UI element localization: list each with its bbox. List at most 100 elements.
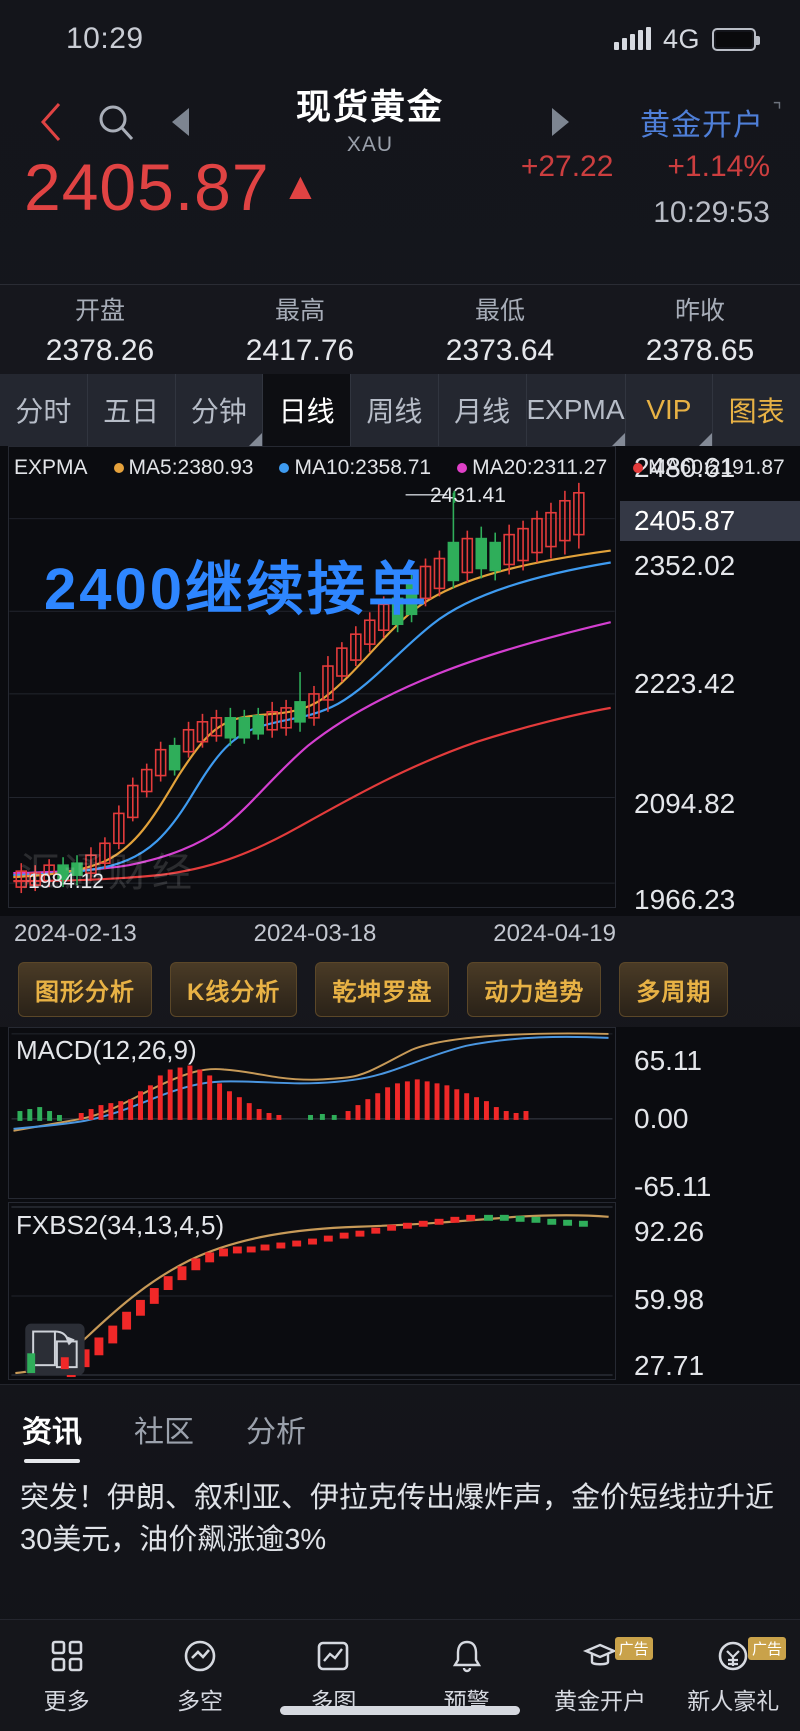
legend-dot bbox=[279, 463, 290, 473]
legend-dot bbox=[633, 463, 644, 473]
stats-row: 开盘 2378.26 最高 2417.76 最低 2373.64 昨收 2378… bbox=[0, 284, 800, 374]
tab-expma[interactable]: EXPMA bbox=[527, 374, 626, 446]
candlestick-plot[interactable] bbox=[8, 446, 616, 908]
analysis-button-compass[interactable]: 乾坤罗盘 bbox=[315, 962, 450, 1017]
nav-item-open-account[interactable]: 广告 黄金开户 bbox=[533, 1635, 666, 1716]
fxbs-y-tick-1: 59.98 bbox=[634, 1284, 705, 1315]
rotate-chart-icon bbox=[25, 1323, 85, 1376]
nav-label: 黄金开户 bbox=[553, 1688, 646, 1714]
x-tick-0: 2024-02-13 bbox=[14, 920, 137, 947]
nav-label: 更多 bbox=[43, 1688, 90, 1714]
news-tab-community[interactable]: 社区 bbox=[134, 1416, 194, 1449]
nav-item-more[interactable]: 更多 bbox=[0, 1635, 133, 1716]
symbol-name: 现货黄金 bbox=[295, 87, 444, 127]
search-icon[interactable] bbox=[80, 102, 152, 142]
current-price-tag: 2405.87 bbox=[620, 501, 800, 541]
prev-symbol-button[interactable] bbox=[152, 108, 208, 136]
page-title: 现货黄金 XAU bbox=[208, 90, 532, 155]
analysis-button-momentum[interactable]: 动力趋势 bbox=[467, 962, 602, 1017]
tab-label: 分钟 bbox=[190, 396, 247, 427]
back-chevron-icon[interactable] bbox=[22, 100, 80, 144]
y-tick-2: 2352.02 bbox=[634, 550, 736, 581]
coin-icon bbox=[667, 1635, 800, 1677]
x-tick-1: 2024-03-18 bbox=[253, 920, 377, 947]
price-change: +27.22 bbox=[520, 150, 614, 183]
macd-plot bbox=[8, 1027, 616, 1199]
tab-fenzhong[interactable]: 分钟 bbox=[176, 374, 264, 446]
macd-y-tick-2: -65.11 bbox=[634, 1171, 712, 1202]
news-tab-bar: 资讯 社区 分析 bbox=[0, 1384, 800, 1463]
tab-corner-indicator bbox=[611, 433, 625, 446]
tab-rixian[interactable]: 日线 bbox=[263, 374, 351, 446]
nav-item-alert[interactable]: 预警 bbox=[400, 1635, 533, 1716]
high-marker-label: 2431.41 bbox=[430, 484, 506, 507]
legend-label: MA10:2358.71 bbox=[294, 456, 432, 479]
legend-label: MA60:2191.87 bbox=[648, 456, 785, 479]
tab-label: 月线 bbox=[454, 396, 511, 427]
nav-item-long-short[interactable]: 多空 bbox=[133, 1635, 266, 1716]
main-chart-panel[interactable]: EXPMA MA5:2380.93 MA10:2358.71 MA20:2311… bbox=[0, 446, 800, 916]
ad-badge: 广告 bbox=[747, 1637, 786, 1660]
period-tab-bar: 分时 五日 分钟 日线 周线 月线 EXPMA VIP 图表 bbox=[0, 374, 800, 446]
stat-value: 2378.26 bbox=[45, 334, 155, 367]
tab-vip[interactable]: VIP bbox=[626, 374, 714, 446]
tab-zhouxian[interactable]: 周线 bbox=[351, 374, 439, 446]
nav-label: 新人豪礼 bbox=[687, 1688, 780, 1714]
tab-label: 周线 bbox=[366, 396, 423, 427]
expand-icon[interactable]: ⌝ bbox=[772, 100, 782, 122]
multichart-icon bbox=[267, 1635, 400, 1677]
tab-wuri[interactable]: 五日 bbox=[88, 374, 176, 446]
news-tab-analysis[interactable]: 分析 bbox=[246, 1416, 306, 1449]
fxbs-y-tick-0: 92.26 bbox=[634, 1216, 705, 1247]
tab-corner-indicator bbox=[249, 433, 263, 446]
graduation-icon bbox=[533, 1635, 666, 1677]
nav-item-newcomer-gift[interactable]: 广告 新人豪礼 bbox=[667, 1635, 800, 1716]
tab-fenshi[interactable]: 分时 bbox=[0, 374, 88, 446]
analysis-button-kline[interactable]: K线分析 bbox=[170, 962, 298, 1017]
stat-label: 开盘 bbox=[74, 297, 125, 325]
battery-icon bbox=[712, 27, 760, 51]
status-bar: 10:29 4G bbox=[0, 0, 800, 78]
tab-label: 图表 bbox=[728, 396, 785, 427]
home-indicator bbox=[280, 1706, 520, 1715]
date-axis: 2024-02-13 2024-03-18 2024-04-19 bbox=[0, 916, 630, 948]
tab-chart[interactable]: 图表 bbox=[713, 374, 800, 446]
news-tab-news[interactable]: 资讯 bbox=[22, 1407, 82, 1463]
legend-dot bbox=[113, 463, 124, 473]
legend-label: MA20:2311.27 bbox=[472, 456, 608, 479]
x-tick-2: 2024-04-19 bbox=[493, 920, 616, 947]
legend-ma10: MA10:2358.71 bbox=[279, 456, 431, 480]
price-change-percent: +1.14% bbox=[667, 150, 770, 183]
expma-legend: EXPMA MA5:2380.93 MA10:2358.71 MA20:2311… bbox=[14, 456, 785, 480]
triangle-left-icon bbox=[171, 108, 189, 136]
next-symbol-button[interactable] bbox=[532, 108, 588, 136]
tab-yuexian[interactable]: 月线 bbox=[439, 374, 527, 446]
nav-label: 多空 bbox=[176, 1688, 223, 1714]
stat-value: 2417.76 bbox=[245, 334, 355, 367]
analysis-button-row: 图形分析 K线分析 乾坤罗盘 动力趋势 多周期 bbox=[0, 948, 800, 1027]
macd-panel[interactable]: MACD(12,26,9) bbox=[0, 1027, 800, 1202]
nav-item-multichart[interactable]: 多图 bbox=[267, 1635, 400, 1716]
legend-label: MA5:2380.93 bbox=[128, 456, 254, 479]
symbol-code: XAU bbox=[346, 132, 394, 156]
fxbs-panel[interactable]: FXBS2(34,13,4,5) bbox=[0, 1202, 800, 1384]
y-tick-3: 2223.42 bbox=[634, 668, 736, 699]
analysis-button-pattern[interactable]: 图形分析 bbox=[18, 962, 152, 1017]
low-marker-label: 1984.12 bbox=[28, 870, 104, 893]
news-headline[interactable]: 突发！伊朗、叙利亚、伊拉克传出爆炸声，金价短线拉升近30美元，油价飙涨逾3% bbox=[20, 1482, 775, 1557]
open-account-link[interactable]: 黄金开户 bbox=[640, 109, 764, 142]
triangle-right-icon bbox=[551, 108, 569, 136]
legend-dot bbox=[457, 463, 468, 473]
chart-annotation-text: 2400继续接单 bbox=[44, 557, 430, 622]
macd-y-tick-0: 65.11 bbox=[634, 1045, 702, 1076]
status-time: 10:29 bbox=[66, 22, 144, 55]
last-price-value: 2405.87 bbox=[24, 150, 270, 224]
watermark: 汇通财经 bbox=[20, 851, 196, 895]
tab-label: 分时 bbox=[15, 396, 72, 427]
stat-label: 最低 bbox=[474, 297, 525, 325]
bell-icon bbox=[400, 1635, 533, 1677]
stat-label: 最高 bbox=[274, 297, 325, 325]
stat-value: 2378.65 bbox=[645, 334, 755, 367]
analysis-button-multiperiod[interactable]: 多周期 bbox=[619, 962, 729, 1017]
fxbs-y-tick-2: 27.71 bbox=[634, 1350, 705, 1381]
